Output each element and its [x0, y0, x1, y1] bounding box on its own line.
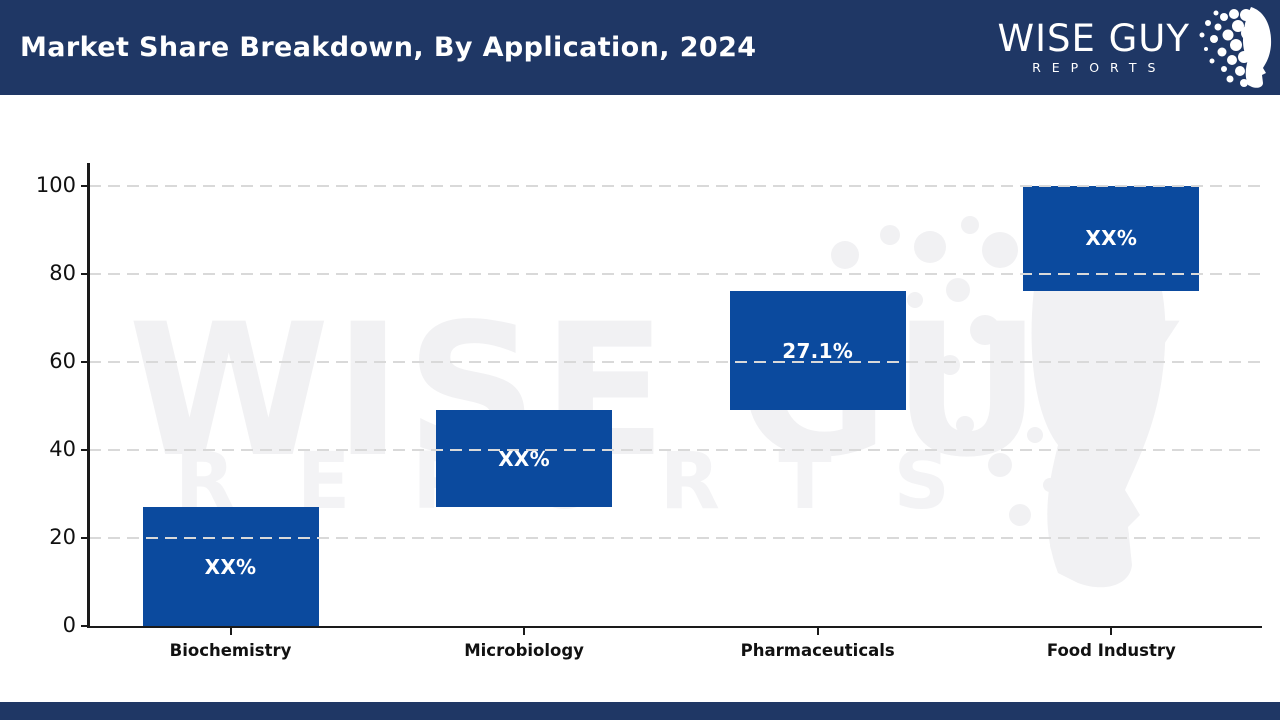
y-tick-60 — [81, 360, 88, 363]
y-tick-label-0: 0 — [62, 613, 76, 638]
brand-logo: WISE GUY REPORTS — [998, 5, 1280, 91]
gridline-80 — [89, 272, 1262, 275]
brand-logo-text: WISE GUY REPORTS — [998, 20, 1190, 75]
x-tick-0 — [229, 628, 232, 636]
chart-title: Market Share Breakdown, By Application, … — [20, 32, 757, 63]
brand-name: WISE GUY — [997, 17, 1190, 60]
bar-value-label: XX% — [204, 554, 257, 579]
gridline-100 — [89, 184, 1262, 187]
chart-area: WISE GUY REPORTS XX%XX%27.1%XX%020406080… — [0, 95, 1280, 702]
dotted-head-icon — [1199, 6, 1272, 88]
y-tick-label-100: 100 — [35, 172, 76, 197]
y-tick-0 — [81, 625, 88, 628]
x-tick-2 — [816, 628, 819, 636]
y-tick-40 — [81, 448, 88, 451]
x-tick-3 — [1110, 628, 1113, 636]
bar-segment-food-industry: XX% — [1023, 185, 1200, 291]
bar-segment-microbiology: XX% — [436, 410, 613, 507]
x-category-label-food-industry: Food Industry — [1046, 641, 1176, 661]
bar-value-label: XX% — [1085, 226, 1138, 251]
bar-segment-biochemistry: XX% — [142, 506, 319, 627]
y-tick-80 — [81, 272, 88, 275]
y-axis-line — [87, 163, 90, 629]
bar-value-label: 27.1% — [782, 338, 854, 363]
brand-subtitle: REPORTS — [1032, 60, 1167, 75]
x-tick-1 — [523, 628, 526, 636]
gridline-60 — [89, 360, 1262, 363]
y-tick-label-60: 60 — [49, 348, 76, 373]
x-category-label-pharmaceuticals: Pharmaceuticals — [740, 641, 895, 661]
y-tick-100 — [81, 184, 88, 187]
y-tick-20 — [81, 537, 88, 540]
gridline-40 — [89, 448, 1262, 451]
y-tick-label-80: 80 — [49, 260, 76, 285]
x-axis-line — [89, 625, 1262, 629]
footer-bar — [0, 702, 1280, 720]
bar-segment-pharmaceuticals: 27.1% — [729, 290, 906, 411]
gridline-20 — [89, 537, 1262, 540]
y-tick-label-20: 20 — [49, 525, 76, 550]
x-category-label-biochemistry: Biochemistry — [169, 641, 292, 661]
y-tick-label-40: 40 — [49, 436, 76, 461]
x-category-label-microbiology: Microbiology — [464, 641, 584, 661]
header-bar: Market Share Breakdown, By Application, … — [0, 0, 1280, 95]
